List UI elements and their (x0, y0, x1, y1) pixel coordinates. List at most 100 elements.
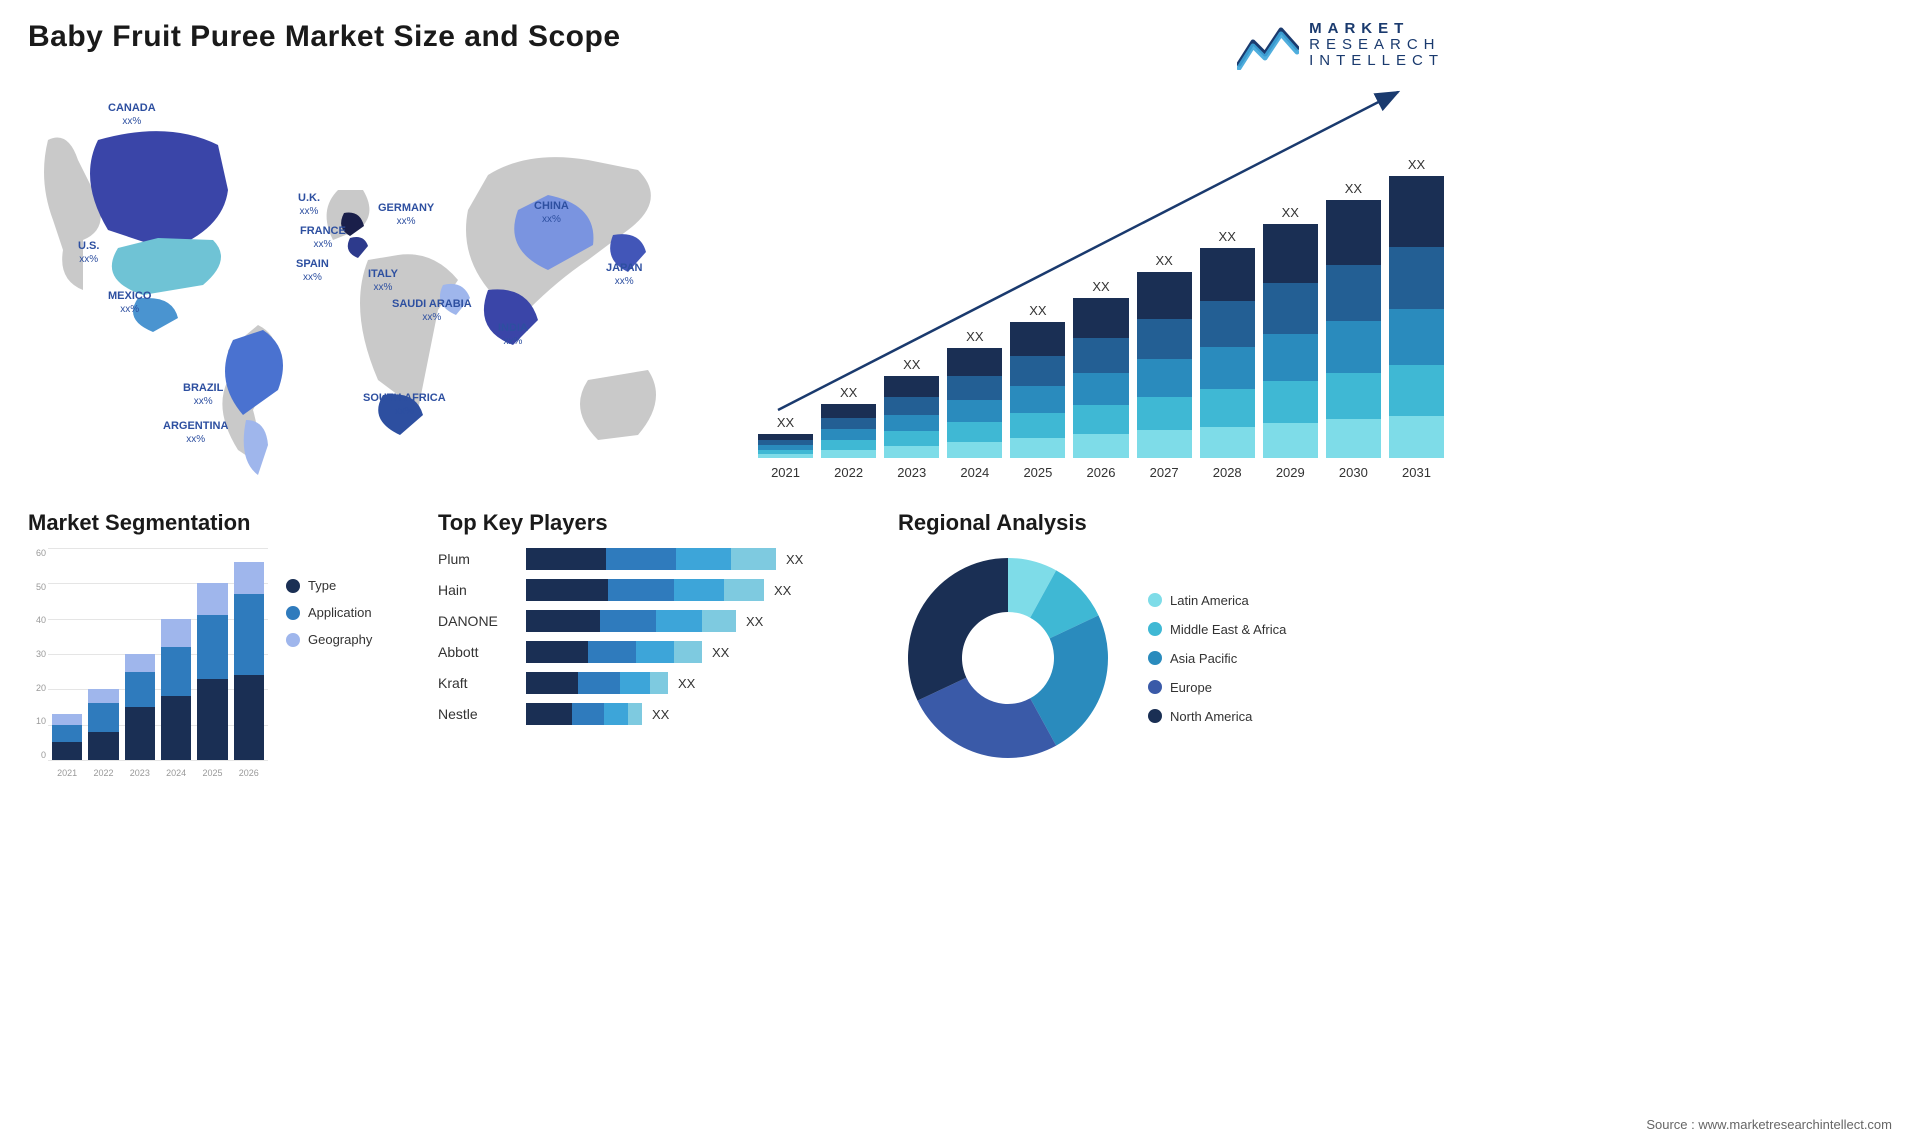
player-name: Abbott (438, 644, 514, 660)
legend-item: Asia Pacific (1148, 651, 1286, 666)
regional-donut-chart (898, 548, 1118, 768)
player-row: DANONE XX (438, 610, 858, 632)
growth-value-label: XX (1345, 181, 1362, 196)
map-country-label: U.K.xx% (298, 192, 320, 218)
player-name: Plum (438, 551, 514, 567)
growth-bar: XX (1200, 229, 1255, 458)
segmentation-bar (52, 714, 82, 760)
segmentation-panel: Market Segmentation 6050403020100 202120… (28, 510, 398, 778)
growth-value-label: XX (777, 415, 794, 430)
growth-year-label: 2025 (1010, 465, 1065, 480)
donut-slice (908, 558, 1008, 701)
regional-legend: Latin America Middle East & Africa Asia Pa… (1148, 593, 1286, 724)
growth-year-label: 2031 (1389, 465, 1444, 480)
segmentation-bar (197, 583, 227, 760)
growth-value-label: XX (840, 385, 857, 400)
growth-value-label: XX (1029, 303, 1046, 318)
growth-bar: XX (1263, 205, 1318, 458)
map-country-label: SAUDI ARABIAxx% (392, 298, 472, 324)
segmentation-title: Market Segmentation (28, 510, 398, 536)
map-country-label: GERMANYxx% (378, 202, 434, 228)
page-title: Baby Fruit Puree Market Size and Scope (28, 20, 621, 54)
player-value-label: XX (652, 707, 669, 722)
regional-panel: Regional Analysis Latin America Middle Ea… (898, 510, 1444, 778)
growth-year-label: 2026 (1073, 465, 1128, 480)
segmentation-legend: Type Application Geography (286, 548, 372, 778)
logo-line-2: RESEARCH (1309, 37, 1444, 53)
segmentation-bar (125, 654, 155, 760)
growth-bar: XX (1326, 181, 1381, 458)
player-row: Plum XX (438, 548, 858, 570)
growth-bar: XX (1073, 279, 1128, 458)
player-bar (526, 579, 764, 601)
map-country-label: SPAINxx% (296, 258, 329, 284)
map-country-label: MEXICOxx% (108, 290, 151, 316)
map-country-label: JAPANxx% (606, 262, 642, 288)
legend-item: North America (1148, 709, 1286, 724)
growth-value-label: XX (966, 329, 983, 344)
player-value-label: XX (774, 583, 791, 598)
growth-value-label: XX (903, 357, 920, 372)
player-row: Kraft XX (438, 672, 858, 694)
player-name: Kraft (438, 675, 514, 691)
map-country-label: U.S.xx% (78, 240, 99, 266)
growth-bar: XX (1010, 303, 1065, 458)
growth-bar: XX (1137, 253, 1192, 458)
player-name: Hain (438, 582, 514, 598)
player-bar (526, 610, 736, 632)
player-name: Nestle (438, 706, 514, 722)
player-bar (526, 548, 776, 570)
legend-item: Application (286, 605, 372, 620)
player-value-label: XX (678, 676, 695, 691)
player-name: DANONE (438, 613, 514, 629)
growth-bar: XX (821, 385, 876, 458)
growth-year-label: 2023 (884, 465, 939, 480)
growth-bar: XX (947, 329, 1002, 458)
player-bar (526, 672, 668, 694)
map-country-label: ARGENTINAxx% (163, 420, 228, 446)
map-country-label: FRANCExx% (300, 225, 346, 251)
player-row: Abbott XX (438, 641, 858, 663)
growth-value-label: XX (1219, 229, 1236, 244)
map-country-label: CANADAxx% (108, 102, 156, 128)
legend-item: Europe (1148, 680, 1286, 695)
segmentation-bar (88, 689, 118, 760)
legend-item: Middle East & Africa (1148, 622, 1286, 637)
growth-value-label: XX (1092, 279, 1109, 294)
players-title: Top Key Players (438, 510, 858, 536)
legend-item: Latin America (1148, 593, 1286, 608)
logo-line-3: INTELLECT (1309, 53, 1444, 69)
growth-year-label: 2022 (821, 465, 876, 480)
regional-title: Regional Analysis (898, 510, 1444, 536)
player-bar (526, 703, 642, 725)
growth-year-label: 2024 (947, 465, 1002, 480)
player-value-label: XX (786, 552, 803, 567)
logo-mark-icon (1237, 20, 1299, 70)
player-row: Nestle XX (438, 703, 858, 725)
map-country-label: CHINAxx% (534, 200, 569, 226)
growth-bar: XX (884, 357, 939, 458)
growth-year-label: 2028 (1200, 465, 1255, 480)
segmentation-bar (234, 562, 264, 760)
growth-year-label: 2029 (1263, 465, 1318, 480)
legend-item: Geography (286, 632, 372, 647)
player-value-label: XX (746, 614, 763, 629)
map-country-label: INDIAxx% (498, 322, 528, 348)
growth-year-label: 2030 (1326, 465, 1381, 480)
growth-year-label: 2027 (1137, 465, 1192, 480)
growth-chart-panel: XX XX XX XX XX XX XX XX XX XX XX 2021 2022 2023 2024 2… (758, 80, 1444, 480)
growth-value-label: XX (1282, 205, 1299, 220)
growth-bar: XX (1389, 157, 1444, 458)
growth-value-label: XX (1155, 253, 1172, 268)
player-bar (526, 641, 702, 663)
growth-year-label: 2021 (758, 465, 813, 480)
player-row: Hain XX (438, 579, 858, 601)
growth-bar: XX (758, 415, 813, 458)
map-country-label: SOUTH AFRICAxx% (363, 392, 446, 418)
logo-line-1: MARKET (1309, 21, 1444, 37)
player-value-label: XX (712, 645, 729, 660)
growth-value-label: XX (1408, 157, 1425, 172)
legend-item: Type (286, 578, 372, 593)
segmentation-chart: 6050403020100 202120222023202420252026 (28, 548, 268, 778)
source-text: Source : www.marketresearchintellect.com (1646, 1117, 1892, 1132)
